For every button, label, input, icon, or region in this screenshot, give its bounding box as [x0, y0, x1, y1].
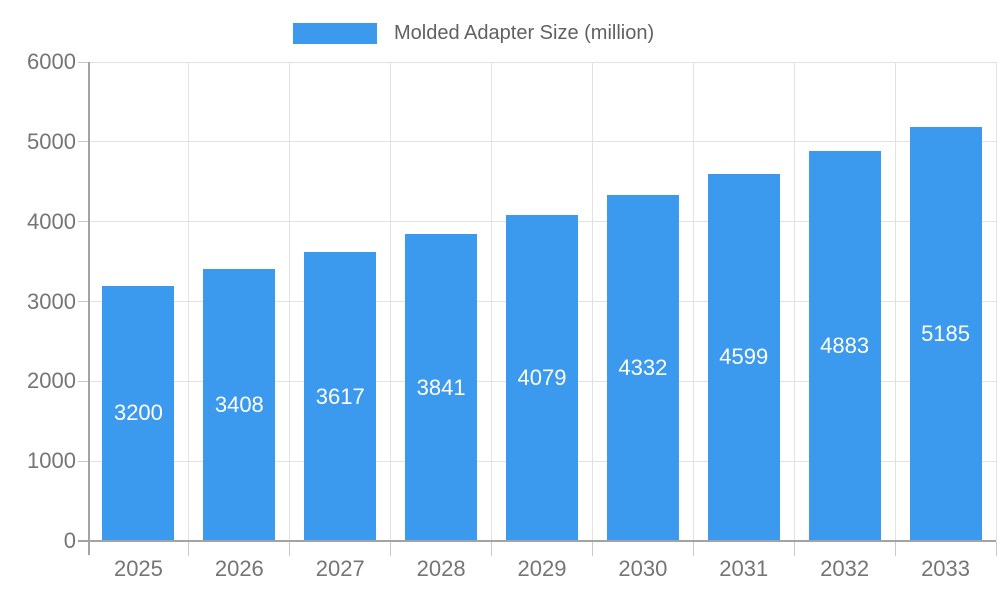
v-gridline: [894, 62, 896, 541]
bar-value-label: 4883: [820, 333, 870, 359]
bar-2031: 4599: [707, 173, 780, 541]
v-gridline: [491, 62, 493, 541]
y-tick: [78, 221, 88, 223]
bar-2025: 3200: [102, 285, 175, 541]
y-tick-label: 5000: [27, 128, 76, 154]
x-tick-label: 2027: [315, 556, 365, 581]
x-tick-label: 2031: [719, 556, 769, 581]
y-tick: [78, 141, 88, 143]
v-gridline: [793, 62, 795, 541]
v-gridline: [289, 62, 291, 541]
y-tick-label: 6000: [27, 49, 76, 74]
bar-value-label: 4332: [618, 355, 668, 381]
bar-2032: 4883: [808, 151, 881, 541]
x-tick: [793, 542, 795, 556]
x-tick-label: 2030: [618, 556, 668, 581]
plot-area: 3200 3408 3617 3841 4079 4332 4599 4883 5185: [88, 61, 997, 541]
x-tick: [894, 542, 896, 556]
v-gridline: [692, 62, 694, 541]
bar-2030: 4332: [606, 195, 679, 541]
x-tick: [289, 542, 291, 556]
v-gridline: [995, 62, 997, 541]
y-tick-label: 0: [63, 528, 76, 553]
x-tick-label: 2026: [214, 556, 264, 581]
v-gridline: [591, 62, 593, 541]
y-tick-label: 3000: [27, 288, 76, 314]
y-tick: [78, 380, 88, 382]
bar-2026: 3408: [203, 268, 276, 541]
bar-value-label: 3617: [315, 383, 365, 409]
x-axis-line: [78, 540, 996, 542]
legend-item[interactable]: Molded Adapter Size (million): [293, 22, 654, 45]
y-tick: [78, 301, 88, 302]
bar-value-label: 3408: [214, 391, 264, 417]
y-tick-label: 1000: [27, 448, 76, 474]
x-tick: [995, 542, 997, 556]
y-tick: [78, 61, 88, 63]
x-tick: [591, 542, 593, 556]
bar-2033: 5185: [909, 127, 982, 541]
x-tick-label: 2029: [517, 556, 567, 581]
v-gridline: [188, 62, 190, 541]
v-gridline: [390, 62, 392, 541]
x-tick-label: 2028: [416, 556, 466, 581]
x-tick-label: 2025: [113, 556, 163, 581]
h-gridline: [88, 141, 996, 143]
bar-value-label: 3841: [416, 374, 466, 400]
bar-value-label: 4079: [517, 365, 567, 391]
bar-2029: 4079: [506, 215, 578, 541]
h-gridline: [88, 61, 996, 63]
bar-2027: 3617: [304, 252, 377, 541]
y-tick: [78, 460, 88, 462]
legend-swatch: [293, 23, 377, 44]
x-tick-label: 2033: [921, 556, 971, 581]
x-tick: [390, 542, 392, 556]
x-tick: [491, 542, 493, 556]
legend-label: Molded Adapter Size (million): [394, 22, 655, 44]
bar-value-label: 5185: [921, 321, 971, 347]
bar-2028: 3841: [405, 234, 478, 541]
y-tick-label: 4000: [27, 208, 76, 234]
x-tick: [692, 542, 694, 556]
x-tick-label: 2032: [820, 556, 870, 581]
x-tick: [188, 542, 190, 556]
bar-value-label: 4599: [719, 344, 769, 370]
y-axis-line: [88, 62, 90, 555]
bar-value-label: 3200: [113, 400, 163, 426]
y-tick-label: 2000: [27, 368, 76, 394]
